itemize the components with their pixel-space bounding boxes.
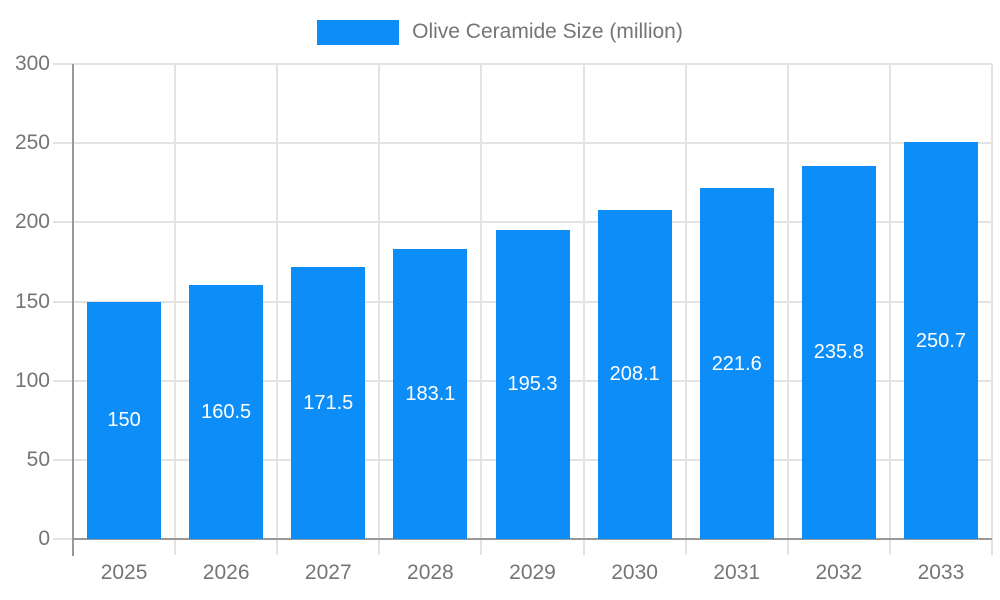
bar-2032[interactable]: 235.8: [801, 165, 876, 539]
x-axis-tick-label: 2033: [917, 561, 965, 584]
bar-value-label: 183.1: [405, 383, 456, 406]
x-tick-mark: [888, 539, 891, 555]
h-gridline: [73, 221, 992, 224]
x-tick-mark: [378, 539, 381, 555]
v-gridline: [786, 64, 789, 539]
bar-2027[interactable]: 171.5: [291, 267, 366, 539]
x-tick-mark: [174, 539, 177, 555]
bar-2028[interactable]: 183.1: [393, 249, 468, 539]
y-axis-tick-label: 200: [14, 210, 50, 234]
v-gridline: [378, 64, 381, 539]
bar-2026[interactable]: 160.5: [189, 284, 264, 539]
v-gridline: [991, 64, 993, 539]
v-gridline: [276, 64, 279, 539]
y-tick-mark: [53, 63, 73, 65]
x-axis-line: [73, 538, 992, 540]
bar-2033[interactable]: 250.7: [903, 142, 978, 539]
x-axis-tick-label: 2030: [611, 561, 658, 584]
bar-2030[interactable]: 208.1: [597, 209, 672, 539]
y-tick-mark: [53, 538, 73, 540]
bar-value-label: 171.5: [303, 392, 354, 415]
v-gridline: [684, 64, 687, 539]
x-tick-mark: [991, 539, 993, 555]
x-axis-tick-label: 2029: [509, 561, 556, 584]
y-tick-mark: [53, 458, 73, 461]
bar-value-label: 221.6: [711, 352, 762, 375]
y-axis-tick-label: 0: [38, 527, 50, 550]
v-gridline: [888, 64, 891, 539]
legend-label: Olive Ceramide Size (million): [412, 20, 683, 43]
y-axis-line: [72, 64, 74, 556]
legend-swatch-icon: [317, 19, 400, 45]
x-tick-mark: [480, 539, 483, 555]
bar-value-label: 160.5: [201, 400, 252, 423]
x-axis-tick-label: 2028: [407, 561, 454, 584]
h-gridline: [73, 142, 992, 145]
v-gridline: [582, 64, 585, 539]
y-axis-tick-label: 300: [14, 52, 50, 75]
bar-value-label: 150: [107, 409, 141, 432]
v-gridline: [480, 64, 483, 539]
y-tick-mark: [53, 142, 73, 145]
bar-2029[interactable]: 195.3: [495, 229, 570, 539]
bar-2025[interactable]: 150: [87, 301, 162, 539]
x-axis-tick-label: 2026: [202, 561, 250, 584]
y-axis-tick-label: 50: [26, 447, 50, 471]
legend[interactable]: Olive Ceramide Size (million): [0, 16, 1000, 48]
x-tick-mark: [684, 539, 687, 555]
y-axis-tick-label: 150: [14, 289, 50, 313]
x-axis-tick-label: 2032: [815, 561, 863, 584]
bar-value-label: 208.1: [609, 363, 660, 386]
y-axis-tick-label: 100: [14, 368, 50, 392]
x-tick-mark: [276, 539, 279, 555]
h-gridline: [73, 63, 992, 65]
bar-value-label: 195.3: [507, 373, 558, 396]
x-axis-tick-label: 2027: [304, 561, 352, 584]
bar-value-label: 235.8: [813, 341, 864, 364]
x-axis-tick-label: 2025: [100, 561, 148, 584]
v-gridline: [174, 64, 177, 539]
bar-value-label: 250.7: [915, 329, 966, 352]
y-tick-mark: [53, 221, 73, 224]
x-axis-tick-label: 2031: [713, 561, 761, 584]
x-tick-mark: [582, 539, 585, 555]
y-tick-mark: [53, 379, 73, 382]
x-tick-mark: [786, 539, 789, 555]
y-axis-tick-label: 250: [14, 131, 50, 155]
y-tick-mark: [53, 300, 73, 303]
bar-2031[interactable]: 221.6: [699, 188, 774, 539]
